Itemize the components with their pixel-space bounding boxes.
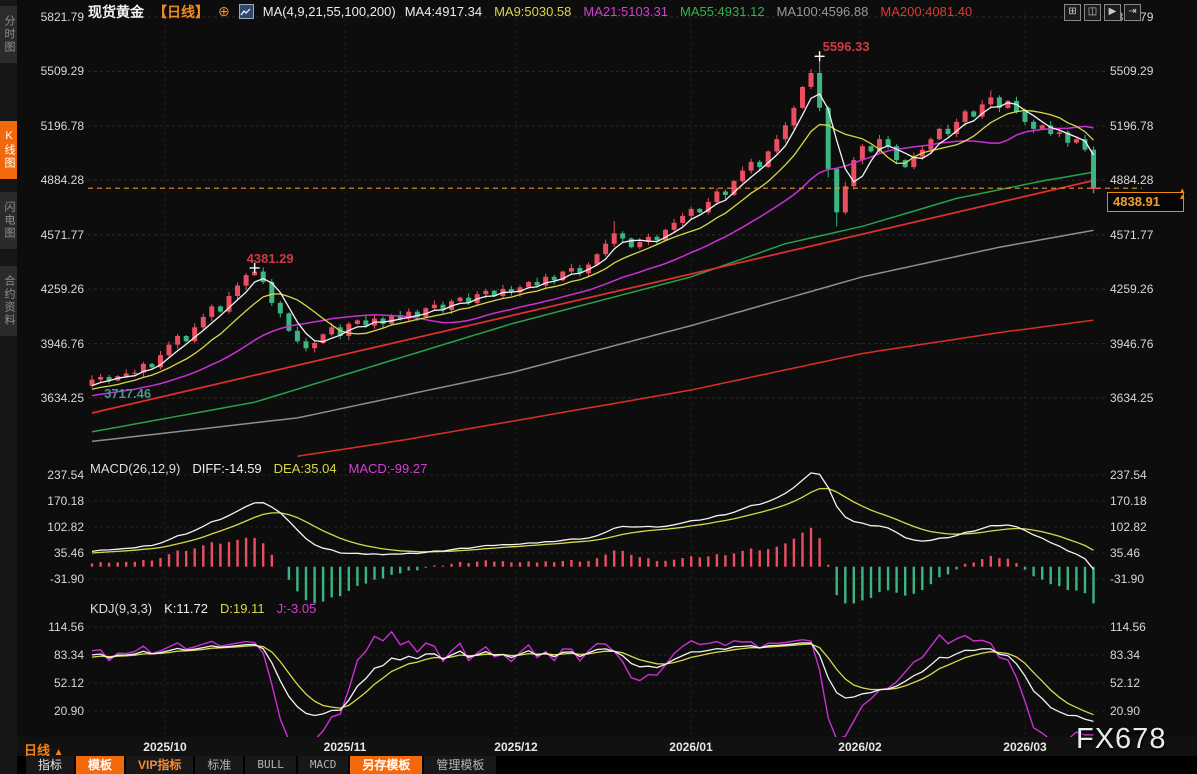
sidebar-tab-2[interactable]: 闪电图 [0,192,17,249]
sub-legend-kdj-item-1: K:11.72 [164,601,208,616]
main-tick-l-0: 5821.79 [40,10,84,24]
month-label-1: 2025/11 [323,740,367,754]
toolbar-tab-0[interactable]: 指标 [26,756,75,774]
ma-value-0: MA4:4917.34 [404,4,483,19]
toolbar-tab-2[interactable]: VIP指标 [126,756,194,774]
main-tick-l-5: 4259.26 [40,282,84,297]
month-label-5: 2026/03 [1003,740,1047,754]
ma-value-5: MA200:4081.40 [880,4,973,19]
kdj-tick-r-3: 20.90 [1110,704,1141,718]
left-tab-bar: 分时图 K线图闪电图合约资料 [0,0,17,774]
kdj-tick-l-1: 83.34 [53,648,84,662]
month-label-4: 2026/02 [838,740,882,754]
kdj-tick-l-2: 52.12 [53,676,84,690]
macd-legend: MACD(26,12,9) DIFF:-14.59 DEA:35.04 MACD:-9… [90,461,427,476]
toolbar-tab-4[interactable]: BULL [245,756,296,774]
watermark: FX678 [1076,723,1167,755]
toolbar-tab-3[interactable]: 标准 [195,756,244,774]
macd-tick-r-0: 237.54 [1110,468,1147,482]
month-label-2: 2025/12 [494,740,538,754]
symbol-name: 现货黄金 [88,3,144,20]
price-annotation-2: 5596.33 [822,39,870,55]
macd-tick-l-1: 170.18 [47,494,84,508]
price-up-arrow-icon: ▴ ▴ [1180,185,1185,202]
main-tick-l-7: 3634.25 [40,391,84,405]
sub-legend-kdj-item-0: KDJ(9,3,3) [90,601,153,616]
kdj-tick-l-3: 20.90 [53,704,84,718]
toolbar-tab-7[interactable]: 管理模板 [424,756,497,774]
ma-value-2: MA21:5103.31 [583,4,668,19]
macd-tick-r-4: -31.90 [1110,572,1145,586]
caret-up-icon: ▲ [53,747,64,758]
sub-legend-macd-item-0: MACD(26,12,9) [90,461,181,476]
main-tick-r-1: 5509.29 [1110,64,1154,79]
ma-value-3: MA55:4931.12 [679,4,765,19]
period-tag[interactable]: 【日线】 [153,3,209,20]
sub-legend-kdj-item-3: J:-3.05 [276,601,317,616]
chart-style-icon[interactable] [238,4,254,19]
macd-tick-r-1: 170.18 [1110,494,1147,508]
main-tick-l-3: 4884.28 [40,173,84,188]
sub-legend-macd-item-3: MACD:-99.27 [348,461,428,476]
move-icon[interactable]: ⊞ [1064,4,1081,21]
ma-value-4: MA100:4596.88 [776,4,869,19]
last-price-box: 4838.91 [1107,192,1184,213]
macd-tick-l-0: 237.54 [47,468,84,482]
main-chart-legend: 现货黄金 【日线】 ⊕ MA(4,9,21,55,100,200) MA4:49… [88,3,972,20]
macd-tick-l-4: -31.90 [49,572,84,586]
sidebar-tab-3[interactable]: 合约资料 [0,266,17,336]
macd-tick-l-2: 102.82 [47,520,84,534]
ma-group-label: MA(4,9,21,55,100,200) [262,4,396,19]
main-tick-l-1: 5509.29 [40,64,84,79]
main-tick-l-4: 4571.77 [40,227,84,242]
collapse-right-icon[interactable]: ⇥ [1124,4,1141,21]
sub-legend-kdj-item-2: D:19.11 [220,601,265,616]
indicator-settings-icon[interactable]: ⊕ [218,3,230,19]
sub-legend-macd-item-1: DIFF:-14.59 [192,461,262,476]
main-tick-r-5: 4259.26 [1110,282,1154,297]
macd-tick-l-3: 35.46 [53,546,84,560]
sidebar-tab-1[interactable]: K线图 [0,121,17,179]
kdj-tick-r-2: 52.12 [1110,676,1141,690]
price-annotation-0: 3717.46 [104,385,152,401]
ma-values: MA4:4917.34 MA9:5030.58 MA21:5103.31 MA55:4… [405,4,972,19]
main-tick-r-3: 4884.28 [1110,173,1154,188]
month-label-3: 2026/01 [669,740,713,754]
kdj-legend: KDJ(9,3,3) K:11.72 D:19.11 J:-3.05 [90,601,316,616]
main-tick-r-6: 3946.76 [1110,336,1154,351]
axis-chart-icon[interactable]: ◫ [1084,4,1101,21]
macd-tick-r-2: 102.82 [1110,520,1147,534]
sidebar-tab-0[interactable]: 分时图 [0,6,17,63]
chart-toolbar-icons: ⊞ ◫ ▶ ⇥ [1064,4,1141,21]
bottom-toolbar: 指标 模板 VIP指标 标准 BULL MACD 另存模板 管理模板 [17,756,1197,774]
main-tick-l-2: 5196.78 [40,118,84,133]
kdj-tick-r-1: 83.34 [1110,648,1141,662]
main-tick-r-7: 3634.25 [1110,391,1154,405]
kdj-tick-l-0: 114.56 [48,620,84,634]
axis-play-icon[interactable]: ▶ [1104,4,1121,21]
x-axis-row [17,737,1197,756]
month-label-0: 2025/10 [143,740,187,754]
price-annotation-1: 4381.29 [246,250,294,266]
sub-legend-macd-item-2: DEA:35.04 [273,461,337,476]
macd-tick-r-3: 35.46 [1110,546,1141,560]
ma-value-1: MA9:5030.58 [494,4,572,19]
toolbar-tab-5[interactable]: MACD [297,756,349,774]
main-tick-r-4: 4571.77 [1110,227,1154,242]
kdj-tick-r-0: 114.56 [1110,620,1146,634]
main-tick-r-2: 5196.78 [1110,118,1154,133]
toolbar-tab-1[interactable]: 模板 [76,756,125,774]
period-dropdown[interactable]: 日线 ▲ [24,743,64,758]
toolbar-tab-6[interactable]: 另存模板 [350,756,423,774]
main-tick-l-6: 3946.76 [40,336,84,351]
